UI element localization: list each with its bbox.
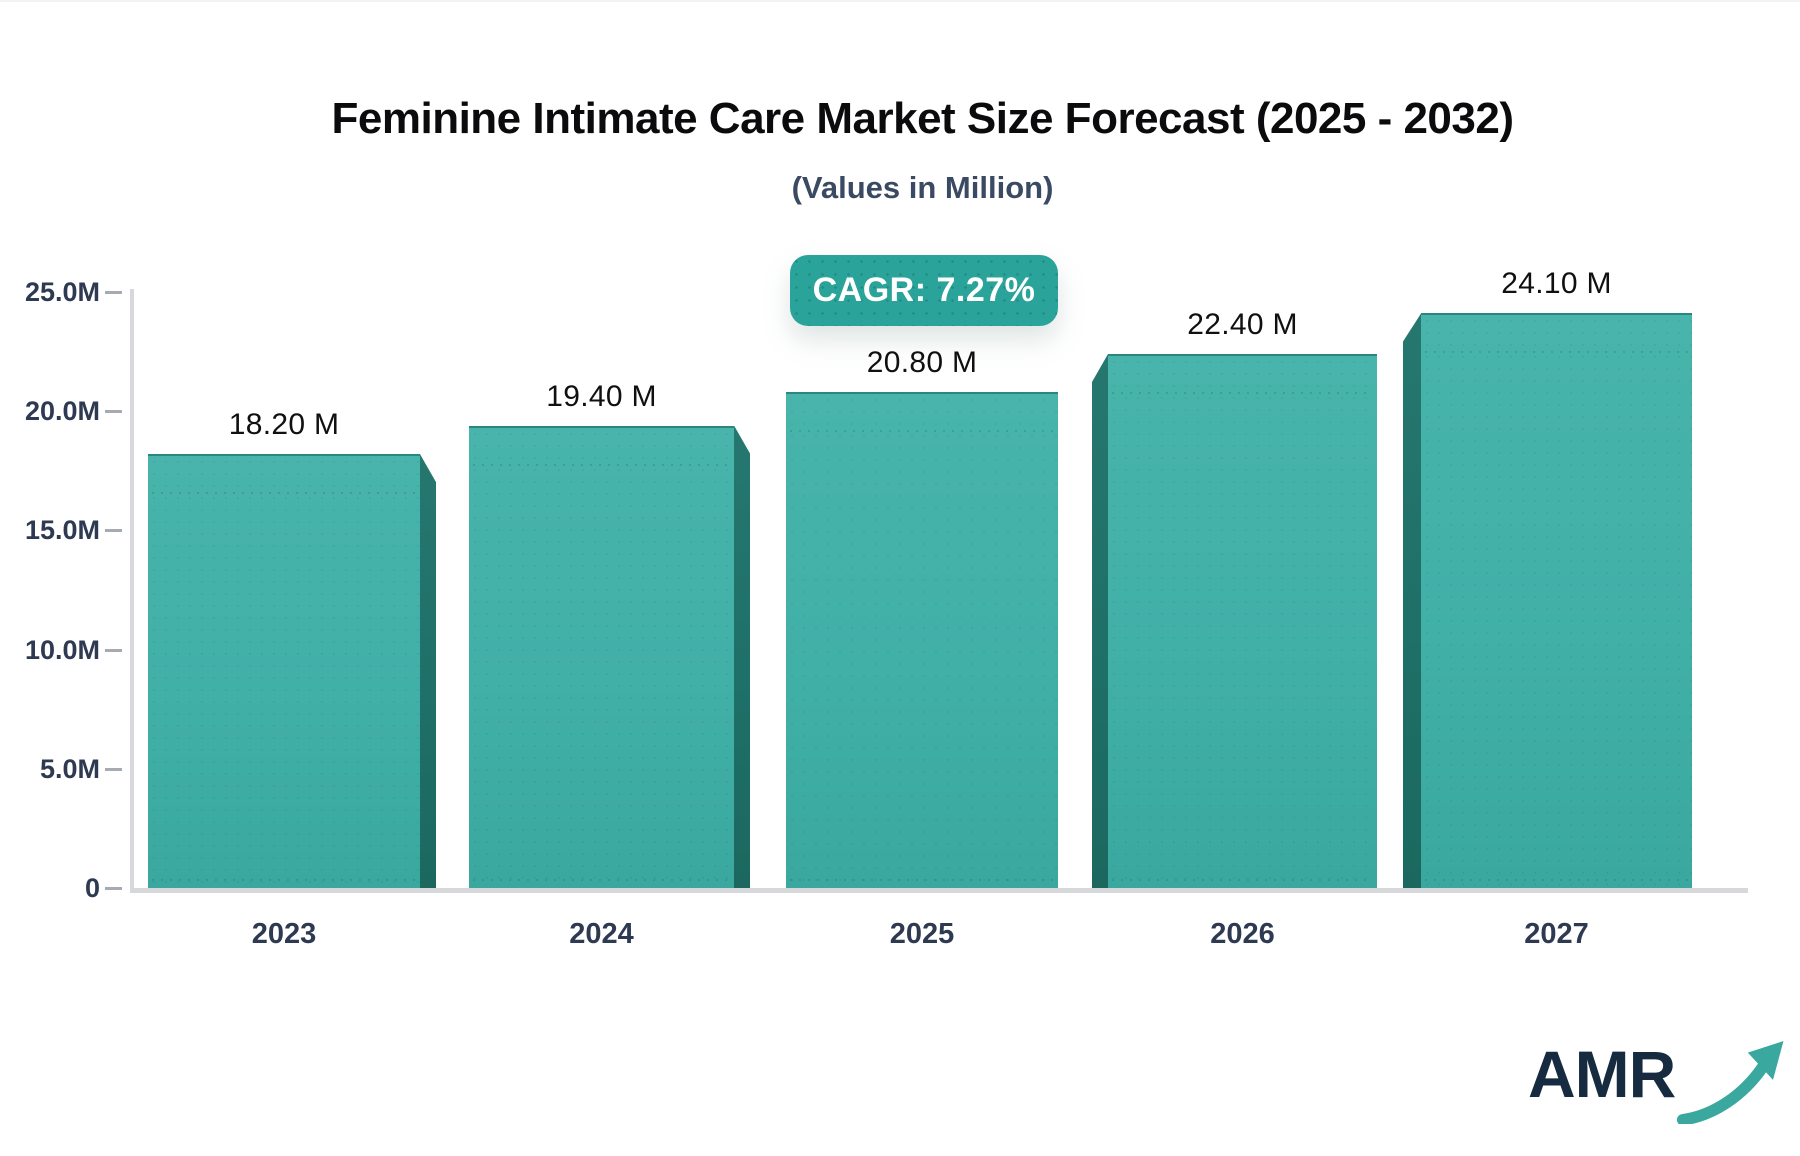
bar-2024[interactable] bbox=[469, 425, 734, 888]
x-axis-label: 2025 bbox=[889, 918, 955, 950]
brand-logo: AMR bbox=[1528, 1032, 1784, 1126]
x-axis-label: 2027 bbox=[1524, 918, 1589, 950]
y-tick-mark bbox=[105, 767, 122, 771]
bar-value-label: 24.10 M bbox=[1501, 267, 1612, 301]
cagr-badge: CAGR: 7.27% bbox=[790, 255, 1058, 326]
x-axis-line bbox=[130, 888, 1748, 893]
y-tick-label: 5.0M bbox=[39, 753, 100, 784]
growth-arrow-icon bbox=[1676, 1040, 1786, 1129]
bar-value-label: 19.40 M bbox=[546, 379, 657, 413]
bar-value-label: 20.80 M bbox=[866, 346, 978, 380]
y-tick-label: 10.0M bbox=[24, 634, 100, 665]
y-axis-line bbox=[130, 289, 134, 890]
x-axis-label: 2024 bbox=[569, 918, 634, 950]
y-tick-mark bbox=[105, 529, 122, 533]
bar-side-shadow bbox=[420, 454, 436, 888]
y-tick-label: 15.0M bbox=[24, 515, 100, 546]
x-axis-label: 2023 bbox=[251, 918, 317, 950]
bar-2023[interactable] bbox=[148, 454, 420, 888]
chart-subtitle: (Values in Million) bbox=[791, 170, 1054, 205]
y-tick-mark bbox=[105, 291, 122, 294]
bar-value-label: 18.20 M bbox=[228, 408, 340, 442]
y-tick-label: 0 bbox=[84, 873, 100, 903]
y-tick-label: 25.0M bbox=[24, 277, 100, 307]
bar-2025[interactable] bbox=[786, 392, 1058, 888]
bar-2027[interactable] bbox=[1421, 313, 1692, 888]
bar-value-label: 22.40 M bbox=[1187, 307, 1298, 341]
x-axis-label: 2026 bbox=[1210, 918, 1275, 950]
brand-logo-text: AMR bbox=[1528, 1037, 1676, 1111]
bar-2026[interactable] bbox=[1108, 353, 1377, 888]
y-tick-label: 20.0M bbox=[24, 396, 100, 427]
y-tick-mark bbox=[105, 887, 122, 890]
y-tick-mark bbox=[105, 648, 122, 652]
bar-side-shadow bbox=[1403, 313, 1421, 888]
bar-side-shadow bbox=[734, 425, 750, 888]
chart-title: Feminine Intimate Care Market Size Forec… bbox=[331, 94, 1515, 143]
y-tick-mark bbox=[105, 410, 122, 414]
bar-side-shadow bbox=[1092, 353, 1108, 888]
